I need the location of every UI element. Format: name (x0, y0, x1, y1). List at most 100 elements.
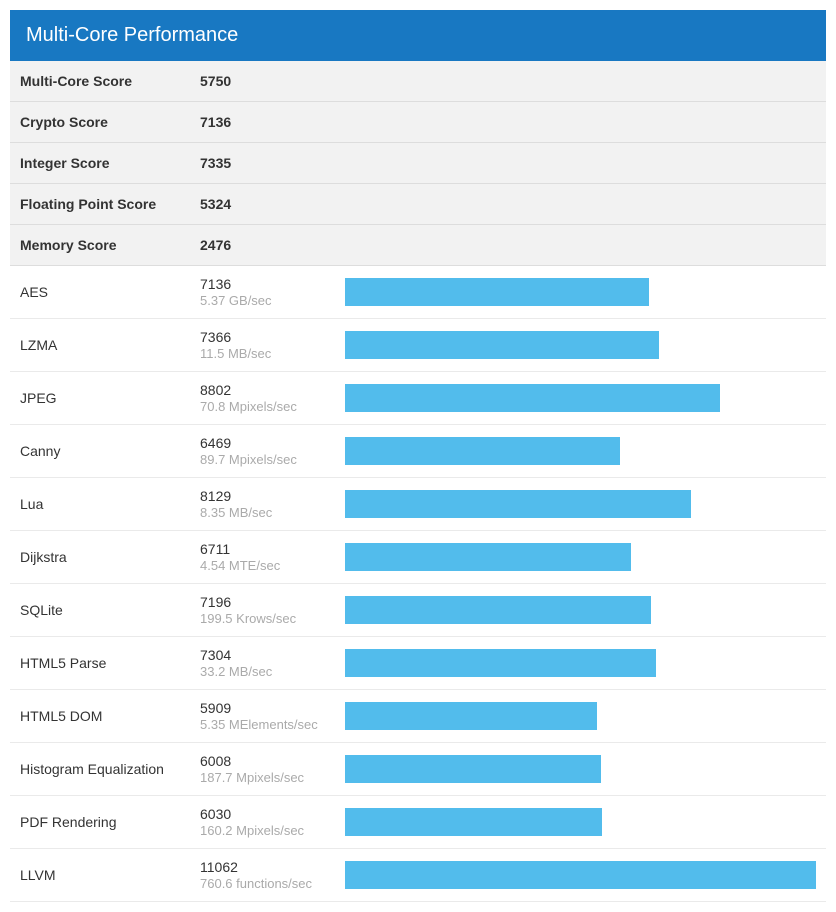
summary-value: 7335 (200, 155, 816, 171)
benchmark-bar-container (345, 278, 816, 306)
benchmark-detail: 11.5 MB/sec (200, 346, 335, 361)
benchmark-values: 6030160.2 Mpixels/sec (200, 806, 345, 838)
benchmark-row: HTML5 Parse730433.2 MB/sec (10, 637, 826, 690)
benchmark-row: Lua81298.35 MB/sec (10, 478, 826, 531)
benchmark-row: PDF Rendering6030160.2 Mpixels/sec (10, 796, 826, 849)
benchmark-bar (345, 278, 649, 306)
benchmark-score: 6711 (200, 541, 335, 557)
benchmark-label: Canny (20, 443, 200, 459)
benchmark-bar (345, 331, 659, 359)
benchmark-bar-container (345, 755, 816, 783)
benchmark-detail: 5.35 MElements/sec (200, 717, 335, 732)
benchmark-values: 7196199.5 Krows/sec (200, 594, 345, 626)
benchmark-bar (345, 384, 720, 412)
benchmark-label: SQLite (20, 602, 200, 618)
benchmark-score: 8802 (200, 382, 335, 398)
benchmark-values: 736611.5 MB/sec (200, 329, 345, 361)
benchmark-detail: 8.35 MB/sec (200, 505, 335, 520)
benchmark-bar (345, 437, 620, 465)
benchmark-bar-container (345, 437, 816, 465)
benchmark-detail: 160.2 Mpixels/sec (200, 823, 335, 838)
benchmark-bar (345, 861, 816, 889)
benchmark-detail: 70.8 Mpixels/sec (200, 399, 335, 414)
benchmark-bar (345, 808, 602, 836)
benchmark-values: 730433.2 MB/sec (200, 647, 345, 679)
benchmark-bar-container (345, 649, 816, 677)
benchmark-label: LLVM (20, 867, 200, 883)
benchmark-label: HTML5 Parse (20, 655, 200, 671)
benchmark-values: 11062760.6 functions/sec (200, 859, 345, 891)
benchmark-bar (345, 702, 597, 730)
benchmark-label: PDF Rendering (20, 814, 200, 830)
summary-row: Memory Score2476 (10, 225, 826, 266)
benchmark-label: AES (20, 284, 200, 300)
summary-value: 5750 (200, 73, 816, 89)
benchmark-label: Histogram Equalization (20, 761, 200, 777)
benchmark-score: 6008 (200, 753, 335, 769)
summary-row: Integer Score7335 (10, 143, 826, 184)
summary-row: Crypto Score7136 (10, 102, 826, 143)
benchmark-bar-container (345, 543, 816, 571)
benchmark-values: 81298.35 MB/sec (200, 488, 345, 520)
benchmark-detail: 4.54 MTE/sec (200, 558, 335, 573)
benchmark-bar-container (345, 861, 816, 889)
benchmark-bar-container (345, 596, 816, 624)
benchmark-detail: 187.7 Mpixels/sec (200, 770, 335, 785)
benchmark-row: LLVM11062760.6 functions/sec (10, 849, 826, 902)
panel-header: Multi-Core Performance (10, 10, 826, 61)
benchmark-values: 59095.35 MElements/sec (200, 700, 345, 732)
summary-label: Integer Score (20, 155, 200, 171)
benchmark-detail: 199.5 Krows/sec (200, 611, 335, 626)
benchmark-label: Dijkstra (20, 549, 200, 565)
benchmark-row: LZMA736611.5 MB/sec (10, 319, 826, 372)
benchmark-values: 646989.7 Mpixels/sec (200, 435, 345, 467)
benchmark-label: JPEG (20, 390, 200, 406)
benchmark-row: Canny646989.7 Mpixels/sec (10, 425, 826, 478)
benchmark-score: 7196 (200, 594, 335, 610)
benchmark-values: 880270.8 Mpixels/sec (200, 382, 345, 414)
benchmark-score: 7136 (200, 276, 335, 292)
summary-value: 7136 (200, 114, 816, 130)
benchmark-detail: 760.6 functions/sec (200, 876, 335, 891)
benchmark-score: 7366 (200, 329, 335, 345)
benchmark-label: Lua (20, 496, 200, 512)
benchmark-row: HTML5 DOM59095.35 MElements/sec (10, 690, 826, 743)
summary-section: Multi-Core Score5750Crypto Score7136Inte… (10, 61, 826, 266)
benchmark-score: 7304 (200, 647, 335, 663)
summary-value: 5324 (200, 196, 816, 212)
benchmark-bar (345, 543, 631, 571)
benchmark-row: Dijkstra67114.54 MTE/sec (10, 531, 826, 584)
benchmark-panel: Multi-Core Performance Multi-Core Score5… (0, 0, 836, 912)
benchmark-values: 71365.37 GB/sec (200, 276, 345, 308)
benchmark-bar (345, 490, 691, 518)
summary-label: Crypto Score (20, 114, 200, 130)
benchmark-bar (345, 596, 651, 624)
benchmark-bar (345, 755, 601, 783)
benchmark-row: SQLite7196199.5 Krows/sec (10, 584, 826, 637)
benchmark-row: JPEG880270.8 Mpixels/sec (10, 372, 826, 425)
summary-row: Floating Point Score5324 (10, 184, 826, 225)
benchmark-score: 6030 (200, 806, 335, 822)
benchmark-values: 6008187.7 Mpixels/sec (200, 753, 345, 785)
benchmark-score: 8129 (200, 488, 335, 504)
summary-value: 2476 (200, 237, 816, 253)
benchmark-bar-container (345, 331, 816, 359)
benchmark-row: Histogram Equalization6008187.7 Mpixels/… (10, 743, 826, 796)
benchmark-label: LZMA (20, 337, 200, 353)
benchmark-detail: 33.2 MB/sec (200, 664, 335, 679)
benchmark-score: 6469 (200, 435, 335, 451)
benchmark-score: 5909 (200, 700, 335, 716)
summary-label: Floating Point Score (20, 196, 200, 212)
summary-row: Multi-Core Score5750 (10, 61, 826, 102)
benchmark-detail: 5.37 GB/sec (200, 293, 335, 308)
benchmark-bar (345, 649, 656, 677)
benchmark-section: AES71365.37 GB/secLZMA736611.5 MB/secJPE… (10, 266, 826, 902)
panel-title: Multi-Core Performance (26, 24, 238, 46)
benchmark-label: HTML5 DOM (20, 708, 200, 724)
benchmark-values: 67114.54 MTE/sec (200, 541, 345, 573)
benchmark-bar-container (345, 808, 816, 836)
benchmark-row: AES71365.37 GB/sec (10, 266, 826, 319)
summary-label: Memory Score (20, 237, 200, 253)
benchmark-score: 11062 (200, 859, 335, 875)
benchmark-bar-container (345, 384, 816, 412)
